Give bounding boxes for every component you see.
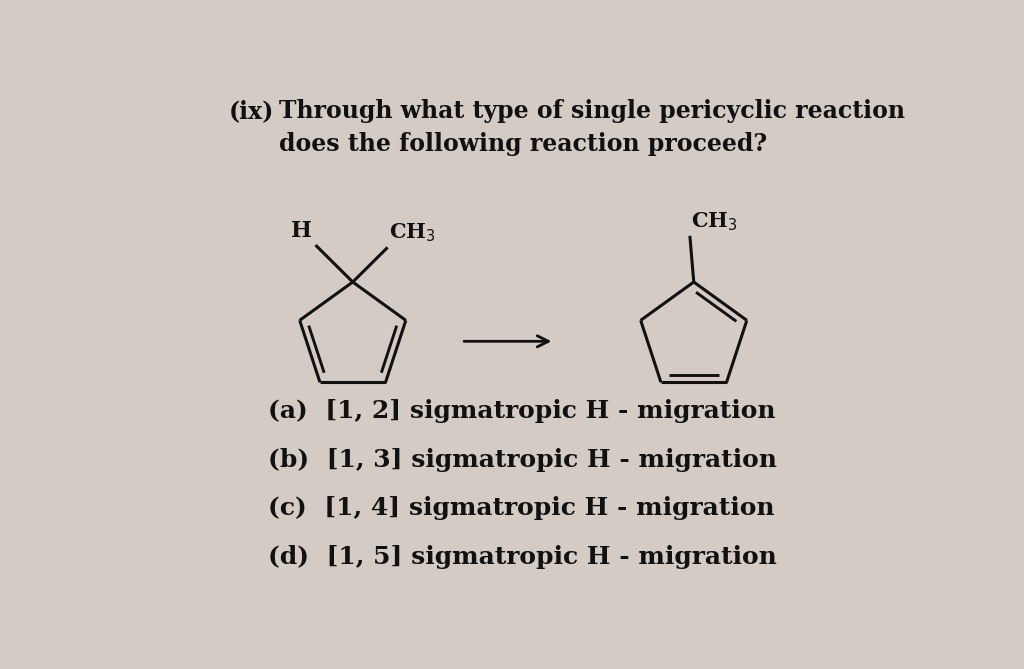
Text: (b)  [1, 3] sigmatropic H - migration: (b) [1, 3] sigmatropic H - migration [267,448,776,472]
Text: (a)  [1, 2] sigmatropic H - migration: (a) [1, 2] sigmatropic H - migration [267,399,775,423]
Text: (d)  [1, 5] sigmatropic H - migration: (d) [1, 5] sigmatropic H - migration [267,545,776,569]
Text: H: H [291,220,311,242]
Text: CH$_3$: CH$_3$ [691,210,738,233]
Text: (c)  [1, 4] sigmatropic H - migration: (c) [1, 4] sigmatropic H - migration [267,496,774,520]
Text: (ix): (ix) [228,99,274,122]
Text: CH$_3$: CH$_3$ [389,221,436,244]
Text: Through what type of single pericyclic reaction: Through what type of single pericyclic r… [280,99,905,122]
Text: does the following reaction proceed?: does the following reaction proceed? [280,132,767,156]
